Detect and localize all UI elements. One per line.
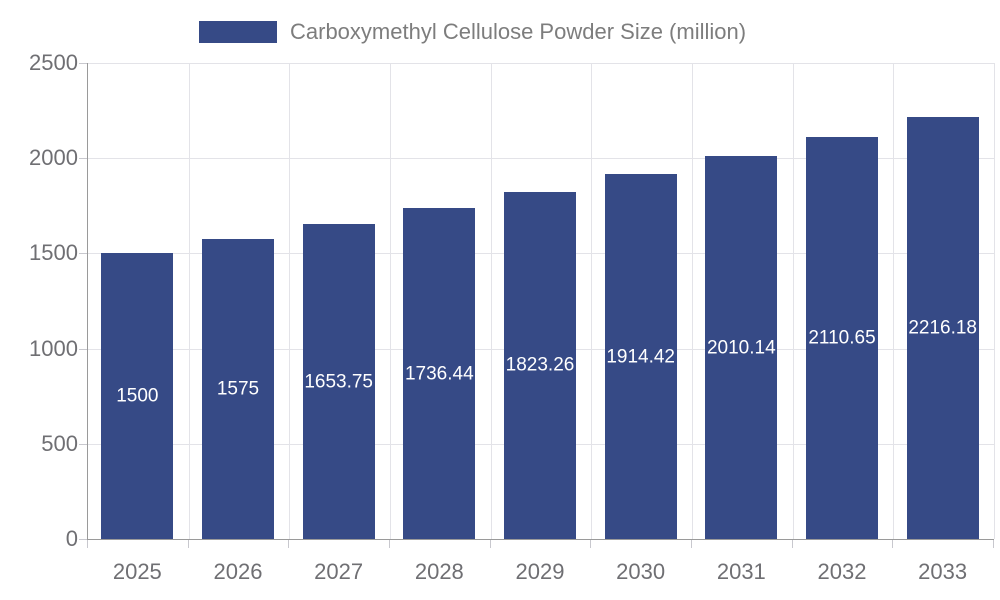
bar-2025[interactable]	[101, 253, 174, 539]
x-axis-label: 2033	[918, 559, 968, 584]
bar-2030[interactable]	[604, 174, 677, 539]
legend-label: Carboxymethyl Cellulose Powder Size (mil…	[290, 19, 747, 44]
legend-swatch	[199, 21, 277, 43]
x-axis-tick	[187, 540, 189, 548]
bar-2027[interactable]	[302, 224, 375, 539]
x-axis-label: 2028	[414, 559, 464, 584]
x-axis-tick	[590, 540, 592, 548]
grid-line-vertical	[591, 63, 593, 539]
y-axis-tick	[79, 63, 87, 64]
x-axis-tick	[389, 540, 390, 548]
x-axis-label: 2025	[112, 559, 162, 584]
x-axis-label: 2030	[616, 559, 666, 584]
y-axis-tick	[79, 253, 87, 255]
bar-2033[interactable]	[906, 117, 979, 539]
x-axis-label: 2031	[716, 559, 766, 584]
grid-line-vertical	[188, 63, 190, 539]
grid-line-vertical	[289, 63, 291, 539]
grid-line-vertical	[994, 63, 995, 539]
y-axis-tick	[79, 158, 87, 160]
bar-2032[interactable]	[806, 137, 878, 539]
x-axis-tick	[892, 540, 894, 548]
y-axis-label: 1000	[29, 335, 78, 361]
grid-line-vertical	[792, 63, 794, 539]
grid-line-vertical	[390, 63, 391, 539]
x-axis-label: 2027	[314, 559, 364, 584]
bar-2029[interactable]	[504, 191, 576, 539]
y-axis-label: 500	[41, 430, 78, 456]
grid-line-vertical	[692, 63, 693, 539]
x-axis-tick	[87, 540, 88, 548]
bar-2031[interactable]	[705, 156, 778, 539]
y-axis-tick	[79, 348, 87, 350]
x-axis-tick	[288, 540, 290, 548]
bar-2026[interactable]	[202, 239, 274, 539]
legend-item[interactable]: Carboxymethyl Cellulose Powder Size (mil…	[199, 19, 746, 45]
y-axis-tick	[79, 539, 87, 540]
grid-line-vertical	[490, 63, 492, 539]
x-axis-tick	[993, 540, 994, 548]
x-axis-label: 2032	[817, 559, 867, 584]
y-axis-label: 1500	[29, 240, 78, 266]
x-axis-tick	[489, 540, 491, 548]
y-axis-label: 2000	[29, 145, 78, 171]
y-axis-label: 0	[65, 526, 78, 551]
x-axis-label: 2029	[515, 559, 565, 584]
y-axis-label: 2500	[29, 50, 78, 75]
x-axis-label: 2026	[213, 559, 263, 584]
x-axis-tick	[791, 540, 793, 548]
grid-line-horizontal	[88, 63, 994, 64]
y-axis-tick	[79, 443, 87, 445]
x-axis-tick	[691, 540, 692, 548]
bar-2028[interactable]	[403, 208, 476, 539]
grid-line-vertical	[893, 63, 895, 539]
grid-line-horizontal	[88, 158, 994, 160]
